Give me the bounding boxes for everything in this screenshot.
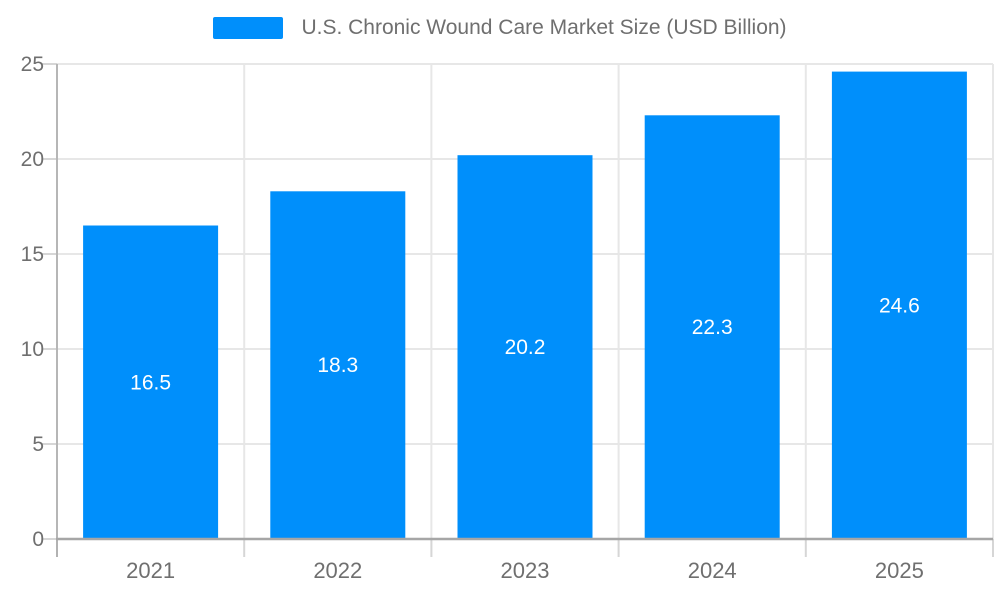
bar-value-label: 18.3 (317, 354, 358, 377)
y-axis-tick-label: 10 (21, 338, 44, 361)
x-axis-label: 2022 (313, 558, 362, 583)
y-axis-tick-label: 0 (32, 528, 44, 551)
bar-value-label: 22.3 (692, 316, 733, 339)
bar-2023[interactable] (457, 155, 593, 539)
bar-value-label: 20.2 (505, 336, 546, 359)
legend-swatch (213, 17, 284, 39)
y-axis-tick-label: 5 (32, 433, 44, 456)
bar-value-label: 24.6 (879, 294, 920, 317)
x-axis-label: 2024 (688, 558, 737, 583)
bar-value-label: 16.5 (130, 371, 171, 394)
bar-2025[interactable] (831, 71, 967, 539)
bar-2022[interactable] (270, 191, 406, 540)
x-axis-label: 2021 (126, 558, 175, 583)
bar-2021[interactable] (83, 225, 219, 540)
legend[interactable]: U.S. Chronic Wound Care Market Size (USD… (0, 14, 1000, 42)
y-axis-tick-label: 15 (21, 243, 44, 266)
x-axis-label: 2023 (501, 558, 550, 583)
y-axis-tick-label: 20 (21, 148, 44, 171)
bar-2024[interactable] (644, 115, 780, 540)
x-axis-label: 2025 (875, 558, 924, 583)
legend-label: U.S. Chronic Wound Care Market Size (USD… (301, 16, 787, 39)
y-axis-tick-label: 25 (21, 53, 44, 76)
